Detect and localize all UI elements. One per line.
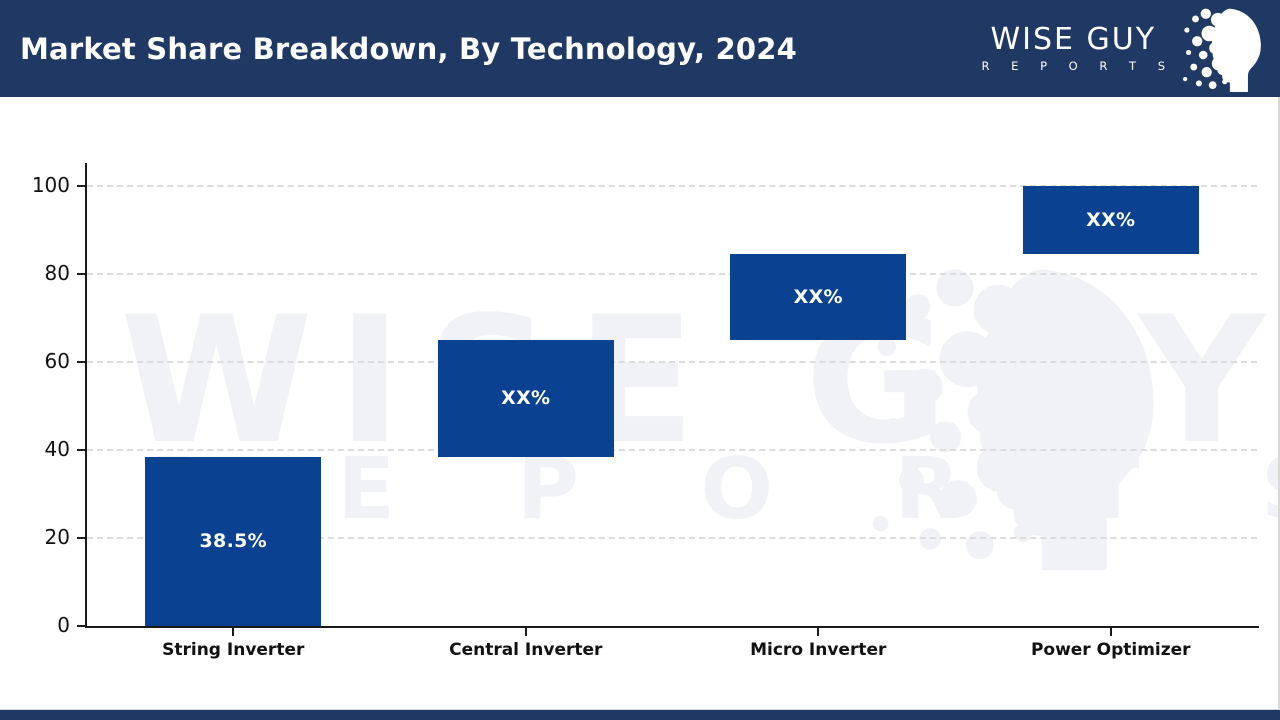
y-tick-20 [77,537,85,539]
bar-string-inverter: 38.5% [145,456,322,626]
y-tick-label-60: 60 [44,349,70,373]
x-category-label: Central Inverter [449,640,603,660]
x-category-label: Micro Inverter [750,640,887,660]
y-tick-0 [77,625,85,627]
y-tick-label-80: 80 [44,261,70,285]
x-category-label: Power Optimizer [1030,640,1191,660]
y-axis-line [85,163,87,628]
bar-value-label: XX% [793,286,843,309]
logo-line2: R E P O R T S [981,58,1174,73]
wise-guy-reports-logo: WISE GUY R E P O R T S [973,0,1267,97]
gridline-100 [87,185,1257,187]
y-tick-80 [77,273,85,275]
y-tick-label-100: 100 [31,173,70,197]
watermark-head-icon [862,230,1172,600]
gridline-60 [87,361,1257,363]
chart-area: WISE GUY R E P O R T S 0 20 40 60 80 100 38.5%… [0,97,1280,710]
logo-line1: WISE GUY [990,21,1157,57]
y-tick-100 [77,185,85,187]
bar-value-label: 38.5% [199,530,267,553]
gridline-20 [87,537,1257,539]
y-tick-40 [77,449,85,451]
x-tick-0 [232,628,235,636]
x-tick-3 [1109,628,1112,636]
bar-central-inverter: XX% [437,340,614,457]
x-category-label: String Inverter [162,640,305,660]
y-tick-label-0: 0 [57,613,70,637]
footer-divider [0,709,1280,710]
footer-bar [0,710,1280,720]
header-bar: Market Share Breakdown, By Technology, 2… [0,0,1280,97]
x-tick-2 [817,628,820,636]
gridline-80 [87,273,1257,275]
bar-micro-inverter: XX% [730,254,907,340]
bar-value-label: XX% [1086,209,1136,232]
logo-wordmark: WISE GUY R E P O R T S [973,21,1175,73]
y-tick-label-20: 20 [44,525,70,549]
gridline-40 [87,449,1257,451]
dotted-head-icon [1180,6,1266,92]
y-tick-label-40: 40 [44,437,70,461]
x-axis-line [85,626,1259,628]
watermark-text-line1: WISE GUY [120,280,1280,483]
bar-power-optimizer: XX% [1022,186,1199,255]
y-tick-60 [77,361,85,363]
bar-value-label: XX% [501,387,551,410]
x-tick-1 [524,628,527,636]
page-title: Market Share Breakdown, By Technology, 2… [20,31,798,66]
